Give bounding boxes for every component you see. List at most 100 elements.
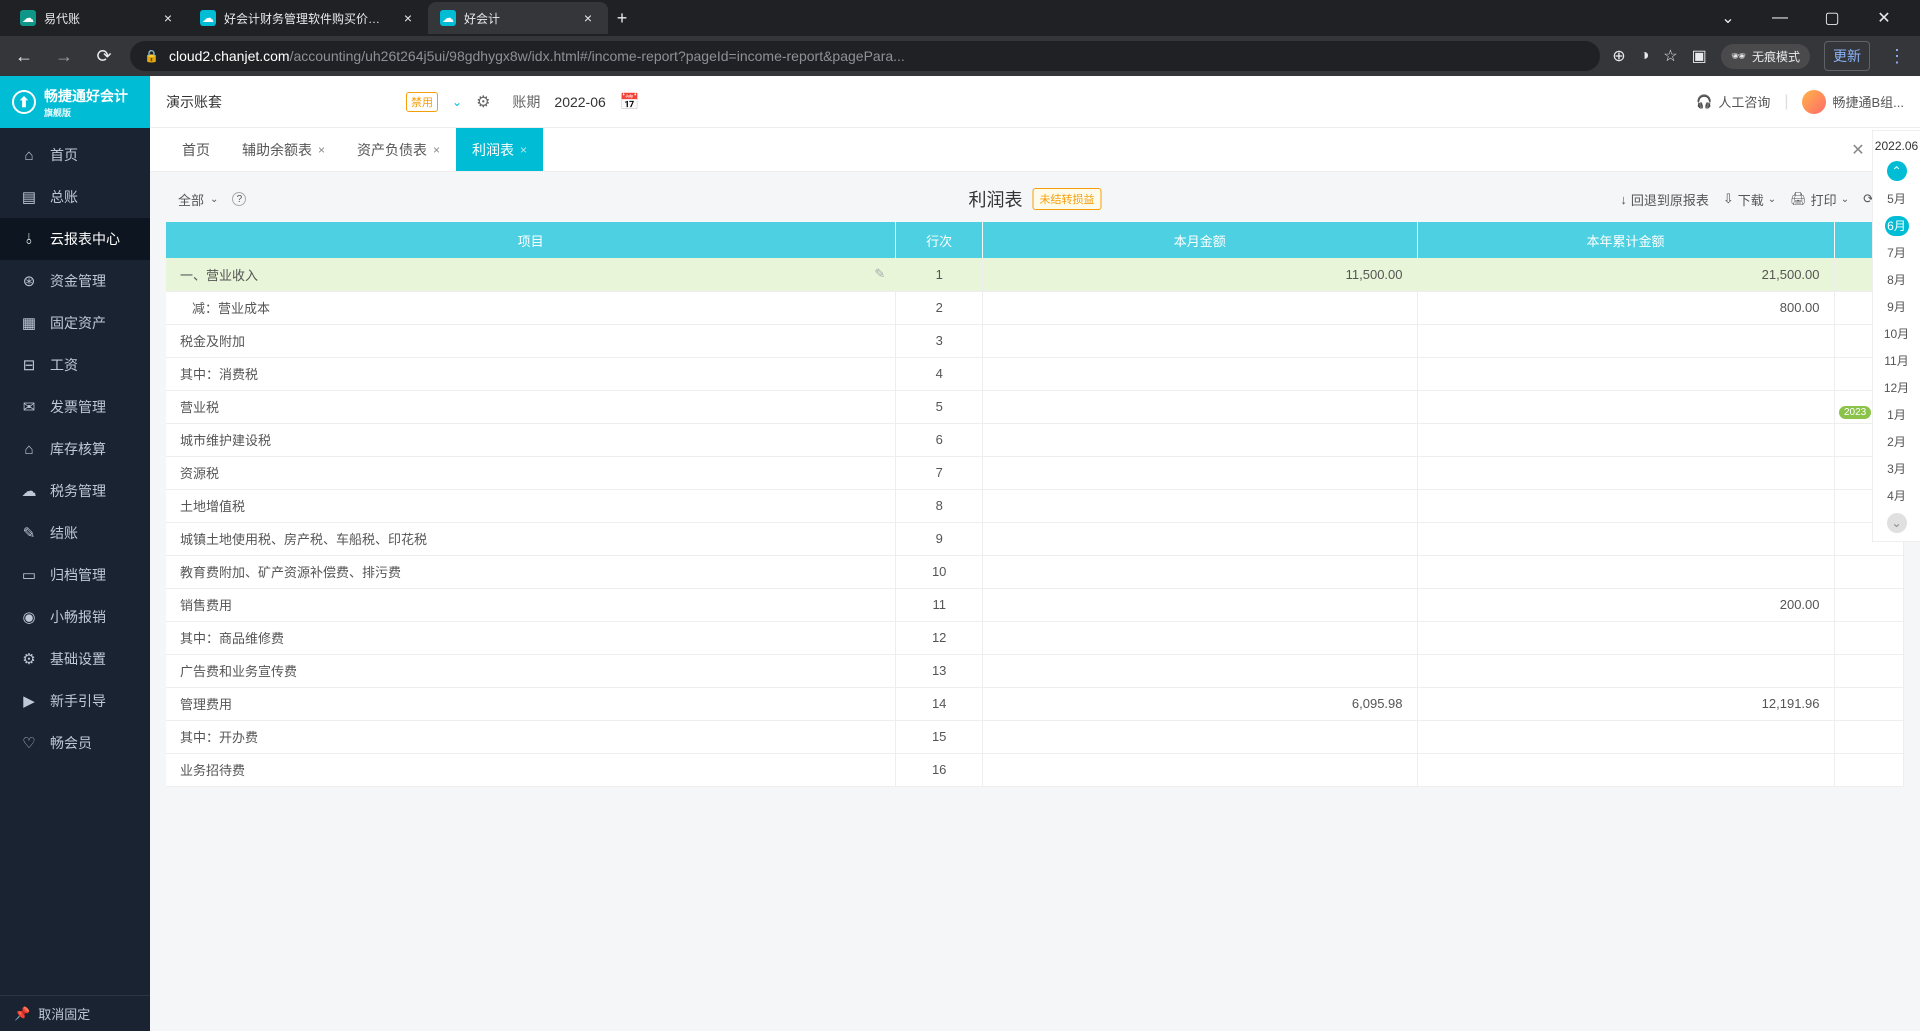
tab-close-icon[interactable]: × [318,143,325,157]
tab-close-icon[interactable]: × [433,143,440,157]
sidebar-logo[interactable]: ⬆ 畅捷通好会计 旗舰版 [0,76,150,128]
rail-month[interactable]: 9月 [1873,293,1920,320]
download-button[interactable]: ⇩ 下载 ⌄ [1723,190,1776,209]
rail-month[interactable]: 11月 [1873,347,1920,374]
browser-tab[interactable]: ☁ 好会计财务管理软件购买价格及… × [188,2,428,34]
sidebar-item[interactable]: ♡ 畅会员 [0,722,150,764]
table-row[interactable]: 其中：开办费 15 [166,720,1904,753]
page-tab[interactable]: 首页 [166,128,226,171]
table-row[interactable]: 一、营业收入✎ 1 11,500.00 21,500.00 [166,258,1904,291]
sidebar-item[interactable]: ▶ 新手引导 [0,680,150,722]
update-button[interactable]: 更新 [1824,41,1870,71]
table-row[interactable]: 税金及附加 3 [166,324,1904,357]
sidebar-item[interactable]: ⊛ 资金管理 [0,260,150,302]
table-row[interactable]: 城镇土地使用税、房产税、车船税、印花税 9 [166,522,1904,555]
cell-blank [1834,753,1904,786]
browser-tab[interactable]: ☁ 易代账 × [8,2,188,34]
cell-item: 土地增值税 [166,489,896,522]
cell-year [1417,753,1834,786]
tab-close-button[interactable]: × [160,10,176,26]
sidebar-item[interactable]: ⌂ 库存核算 [0,428,150,470]
tab-close-button[interactable]: × [580,10,596,26]
page-tab[interactable]: 利润表 × [456,128,543,171]
account-name[interactable]: 演示账套 [166,92,222,112]
rail-month[interactable]: 2月 [1873,428,1920,455]
rail-month[interactable]: 7月 [1873,239,1920,266]
menu-button[interactable]: ⋮ [1884,46,1910,67]
filter-all[interactable]: 全部 ⌄ [166,190,218,209]
table-row[interactable]: 业务招待费 16 [166,753,1904,786]
table-row[interactable]: 营业税 5 [166,390,1904,423]
table-row[interactable]: 其中：商品维修费 12 [166,621,1904,654]
table-row[interactable]: 管理费用 14 6,095.98 12,191.96 [166,687,1904,720]
close-window-button[interactable]: ✕ [1864,4,1904,32]
rail-month[interactable]: 12月 [1873,374,1920,401]
minimize-button[interactable]: ― [1760,4,1800,32]
extensions-icon[interactable]: ▣ [1692,46,1707,66]
logo-icon: ⬆ [12,90,36,114]
rail-up-button[interactable]: ⌃ [1887,161,1907,181]
new-tab-button[interactable]: + [608,4,636,32]
table-row[interactable]: 教育费附加、矿产资源补偿费、排污费 10 [166,555,1904,588]
rail-month[interactable]: 8月 [1873,266,1920,293]
sidebar-item[interactable]: ◉ 小畅报销 [0,596,150,638]
sidebar-item[interactable]: ⌂ 首页 [0,134,150,176]
rail-down-button[interactable]: ⌄ [1887,513,1907,533]
sidebar-item[interactable]: ✎ 结账 [0,512,150,554]
calendar-icon[interactable]: 📅 [620,92,640,112]
close-all-tabs-button[interactable]: ✕ [1844,136,1872,164]
browser-toolbar: ← → ⟳ 🔒 cloud2.chanjet.com/accounting/uh… [0,36,1920,76]
rail-month[interactable]: 6月 [1873,212,1920,239]
page-tab[interactable]: 资产负债表× [341,128,456,171]
sidebar-item[interactable]: ⚙ 基础设置 [0,638,150,680]
address-bar[interactable]: 🔒 cloud2.chanjet.com/accounting/uh26t264… [130,41,1600,71]
bookmark-icon[interactable]: ☆ [1663,46,1677,66]
print-button[interactable]: 🖨 打印 ⌄ [1790,190,1849,209]
rail-month[interactable]: 10月 [1873,320,1920,347]
consult-button[interactable]: 🎧 人工咨询 [1696,92,1770,111]
cell-month [983,324,1417,357]
sidebar-item[interactable]: ⫰ 云报表中心 [0,218,150,260]
sidebar-item-label: 发票管理 [50,397,106,417]
rail-month[interactable]: 5月 [1873,185,1920,212]
extension-icon[interactable]: ◑ [1640,47,1650,65]
rail-month[interactable]: 4月 [1873,482,1920,509]
maximize-button[interactable]: ▢ [1812,4,1852,32]
sidebar-item[interactable]: ✉ 发票管理 [0,386,150,428]
sidebar-item-label: 首页 [50,145,78,165]
table-row[interactable]: 减：营业成本 2 800.00 [166,291,1904,324]
table-row[interactable]: 土地增值税 8 [166,489,1904,522]
table-container[interactable]: 项目 行次 本月金额 本年累计金额 一、营业收入✎ 1 11,500.00 21… [166,222,1904,1031]
rail-month[interactable]: 1月2023 [1873,401,1920,428]
sidebar-item-label: 固定资产 [50,313,106,333]
chevron-down-icon[interactable]: ⌄ [1708,4,1748,32]
tab-close-button[interactable]: × [400,10,416,26]
table-row[interactable]: 销售费用 11 200.00 [166,588,1904,621]
cell-row: 13 [896,654,983,687]
table-row[interactable]: 资源税 7 [166,456,1904,489]
user-menu[interactable]: 畅捷通B组... [1802,90,1904,114]
table-row[interactable]: 其中：消费税 4 [166,357,1904,390]
settings-icon[interactable]: ⚙ [476,92,490,112]
tab-close-icon[interactable]: × [520,143,527,157]
forward-button[interactable]: → [50,42,78,70]
table-row[interactable]: 城市维护建设税 6 [166,423,1904,456]
sidebar-item[interactable]: ▤ 总账 [0,176,150,218]
sidebar-item[interactable]: ☁ 税务管理 [0,470,150,512]
page-tab[interactable]: 辅助余额表× [226,128,341,171]
account-dropdown[interactable]: ⌄ [452,95,462,109]
search-icon[interactable]: ⊕ [1612,46,1625,66]
page-tab-label: 利润表 [472,140,514,160]
browser-tab[interactable]: ☁ 好会计 × [428,2,608,34]
rail-month[interactable]: 3月 [1873,455,1920,482]
sidebar-item[interactable]: ▭ 归档管理 [0,554,150,596]
sidebar-item[interactable]: ⊟ 工资 [0,344,150,386]
table-row[interactable]: 广告费和业务宣传费 13 [166,654,1904,687]
sidebar-item[interactable]: ▦ 固定资产 [0,302,150,344]
back-button[interactable]: ← [10,42,38,70]
sidebar-unpin[interactable]: 📌 取消固定 [0,995,150,1031]
help-icon[interactable]: ? [232,192,246,206]
revert-button[interactable]: ↓ 回退到原报表 [1620,190,1709,209]
edit-icon[interactable]: ✎ [874,266,885,282]
reload-button[interactable]: ⟳ [90,42,118,70]
